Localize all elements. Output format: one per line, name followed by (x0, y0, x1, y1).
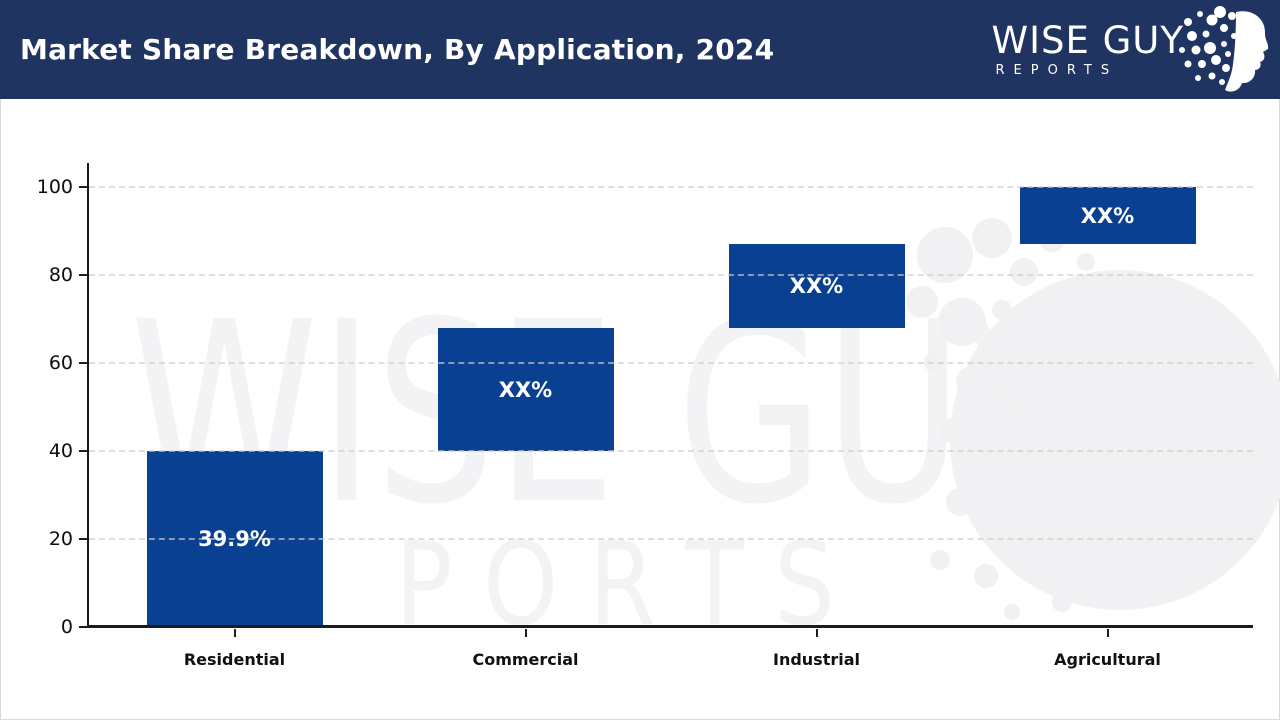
y-tick-20 (79, 538, 87, 540)
y-tick-label-20: 20 (48, 528, 73, 550)
bar-commercial (437, 327, 614, 452)
bar-industrial (728, 244, 905, 328)
bar-value-label-residential: 39.9% (198, 527, 271, 552)
y-tick-60 (79, 362, 87, 364)
y-tick-label-40: 40 (48, 440, 73, 462)
y-tick-label-0: 0 (60, 616, 73, 638)
x-axis-label-commercial: Commercial (472, 650, 579, 669)
x-axis-line (87, 625, 1253, 628)
gridline-20 (89, 538, 1253, 540)
gridline-100 (89, 186, 1253, 188)
x-tick-industrial (815, 629, 818, 637)
y-tick-80 (79, 274, 87, 276)
x-tick-commercial (524, 629, 527, 637)
logo-subtitle: REPORTS (995, 62, 1119, 78)
logo-wordmark: WISE GUY (991, 18, 1184, 62)
y-tick-label-60: 60 (48, 352, 73, 374)
x-axis-label-industrial: Industrial (772, 650, 860, 669)
y-tick-100 (79, 186, 87, 188)
gridline-80 (89, 274, 1253, 276)
page-title: Market Share Breakdown, By Application, … (20, 33, 775, 66)
plot-area: 0 20 40 60 80 100 39.9% Residential XX% Commercia… (37, 163, 1253, 669)
y-axis-line (87, 163, 89, 627)
dotted-face-icon (1179, 5, 1269, 92)
header-bar: Market Share Breakdown, By Application, … (0, 0, 1280, 99)
x-tick-residential (233, 629, 236, 637)
x-tick-agricultural (1106, 629, 1109, 637)
gridline-60 (89, 362, 1253, 364)
bar-value-label-industrial: XX% (789, 274, 844, 298)
y-tick-0 (79, 626, 87, 628)
chart-canvas: WISE GUY P O R T S 0 20 40 60 80 100 39.9% Resi… (0, 99, 1280, 720)
x-axis-label-residential: Residential (183, 650, 286, 669)
y-tick-label-100: 100 (36, 176, 73, 198)
y-tick-label-80: 80 (48, 264, 73, 286)
bar-value-label-commercial: XX% (498, 377, 553, 402)
gridline-40 (89, 450, 1253, 452)
wise-guy-reports-logo: WISE GUY REPORTS (992, 2, 1280, 98)
bar-value-label-agricultural: XX% (1080, 203, 1135, 228)
y-tick-40 (79, 450, 87, 452)
x-axis-label-agricultural: Agricultural (1054, 650, 1161, 669)
